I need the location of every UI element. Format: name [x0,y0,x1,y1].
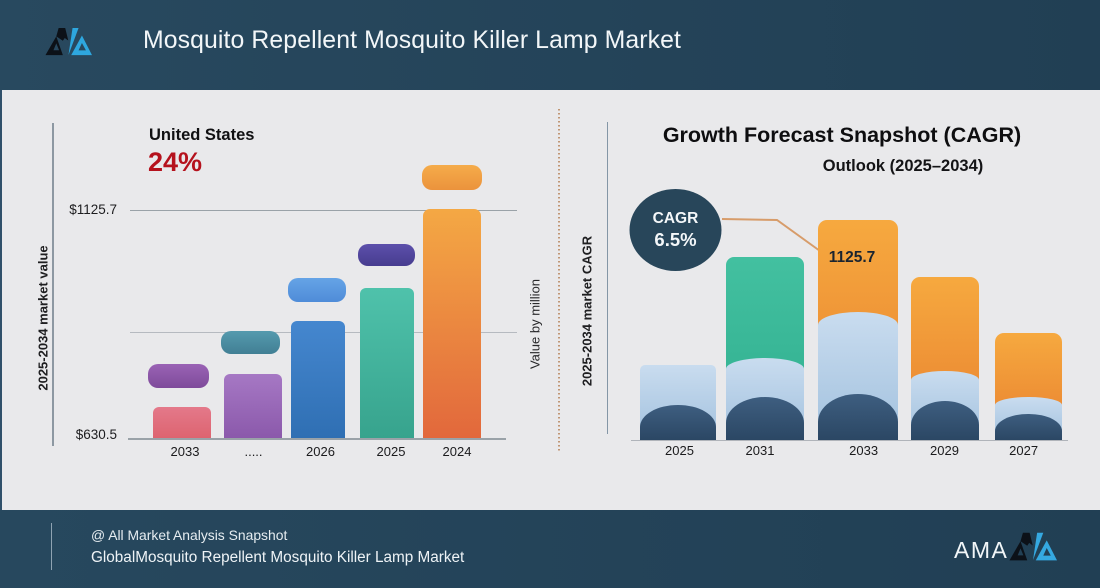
svg-text:CAGR: CAGR [653,210,699,227]
svg-text:6.5%: 6.5% [654,229,696,250]
